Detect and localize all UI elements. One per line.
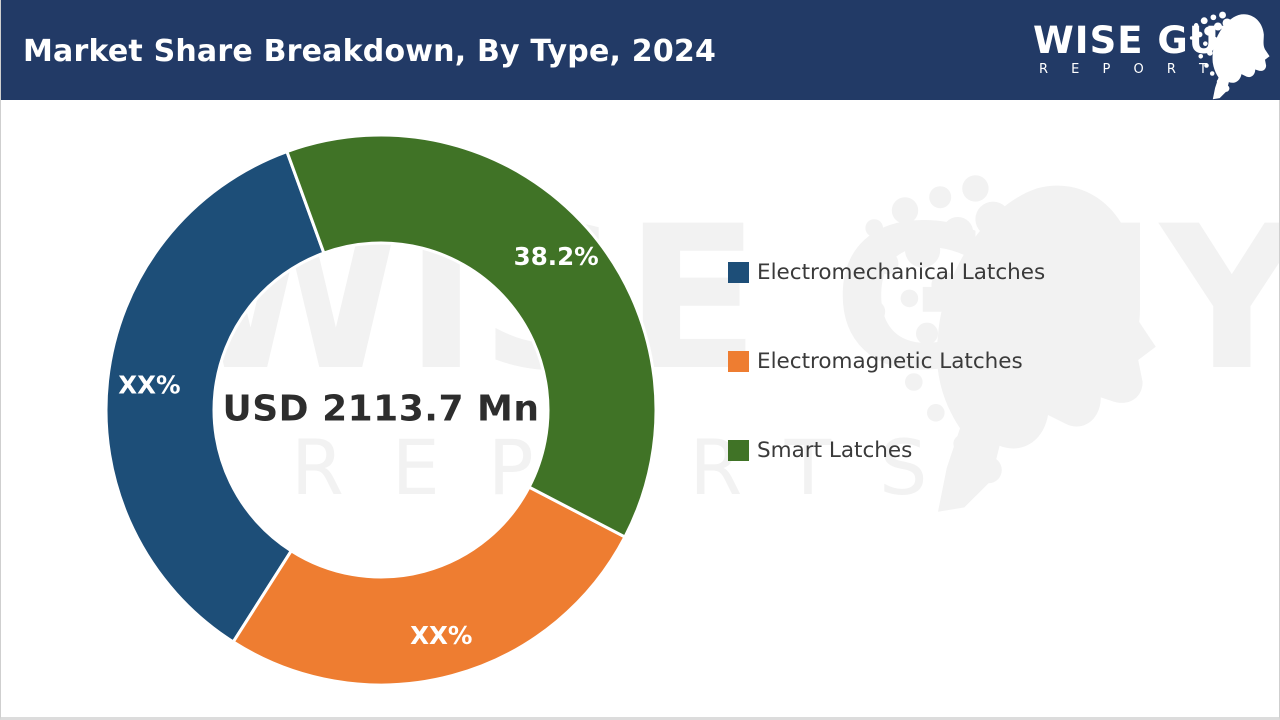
slice-percent-label: 38.2%: [514, 242, 599, 271]
header-bar: Market Share Breakdown, By Type, 2024 WI…: [1, 0, 1280, 100]
legend-label: Electromagnetic Latches: [757, 348, 1023, 374]
slice-percent-label: XX%: [118, 370, 180, 399]
donut-slice-electromagnetic-latches[interactable]: [231, 485, 627, 687]
wise-guy-reports-logo: WISE GUY R E P O R T S: [1023, 6, 1273, 100]
chart-legend: Electromechanical Latches Electromagnetic…: [728, 258, 1045, 525]
legend-swatch-icon: [728, 261, 749, 283]
chart-center-total: USD 2113.7 Mn: [222, 388, 540, 430]
legend-item-smart-latches[interactable]: Smart Latches: [728, 436, 1045, 464]
logo-reports-text: R E P O R T S: [1039, 62, 1248, 77]
legend-swatch-icon: [728, 439, 749, 461]
legend-item-electromagnetic-latches[interactable]: Electromagnetic Latches: [728, 347, 1045, 375]
legend-label: Electromechanical Latches: [757, 259, 1046, 285]
slice-percent-label: XX%: [410, 621, 472, 650]
legend-label: Smart Latches: [757, 437, 913, 463]
legend-item-electromechanical-latches[interactable]: Electromechanical Latches: [728, 258, 1045, 286]
legend-swatch-icon: [728, 350, 749, 372]
logo-face-icon: [1189, 11, 1270, 100]
donut-slice-electromechanical-latches[interactable]: [104, 149, 326, 645]
donut-slice-smart-latches[interactable]: [285, 133, 658, 540]
donut-chart: XX% XX% 38.2%: [104, 133, 658, 687]
page-title: Market Share Breakdown, By Type, 2024: [23, 34, 717, 69]
